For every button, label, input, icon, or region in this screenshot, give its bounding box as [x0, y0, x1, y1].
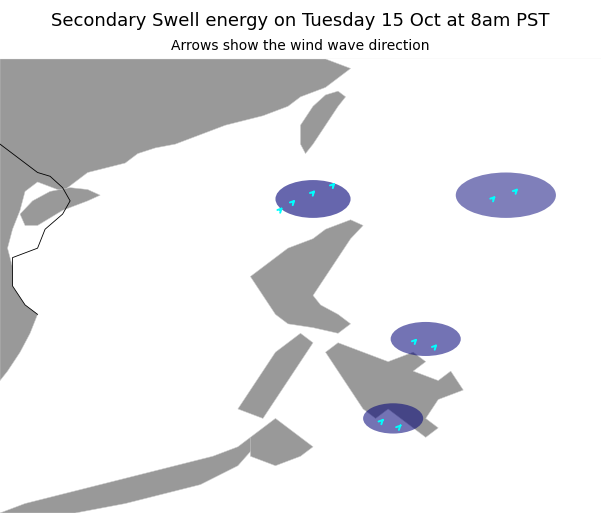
- Ellipse shape: [456, 172, 556, 218]
- Polygon shape: [251, 220, 363, 333]
- Text: Arrows show the wind wave direction: Arrows show the wind wave direction: [171, 39, 430, 53]
- Ellipse shape: [363, 403, 423, 433]
- Ellipse shape: [275, 180, 350, 218]
- Polygon shape: [20, 188, 100, 226]
- Polygon shape: [0, 59, 350, 381]
- Polygon shape: [251, 419, 313, 466]
- Polygon shape: [326, 343, 463, 437]
- Polygon shape: [238, 333, 313, 419]
- Polygon shape: [300, 91, 346, 153]
- Text: Secondary Swell energy on Tuesday 15 Oct at 8am PST: Secondary Swell energy on Tuesday 15 Oct…: [51, 12, 550, 30]
- Ellipse shape: [391, 322, 461, 356]
- Polygon shape: [0, 437, 263, 513]
